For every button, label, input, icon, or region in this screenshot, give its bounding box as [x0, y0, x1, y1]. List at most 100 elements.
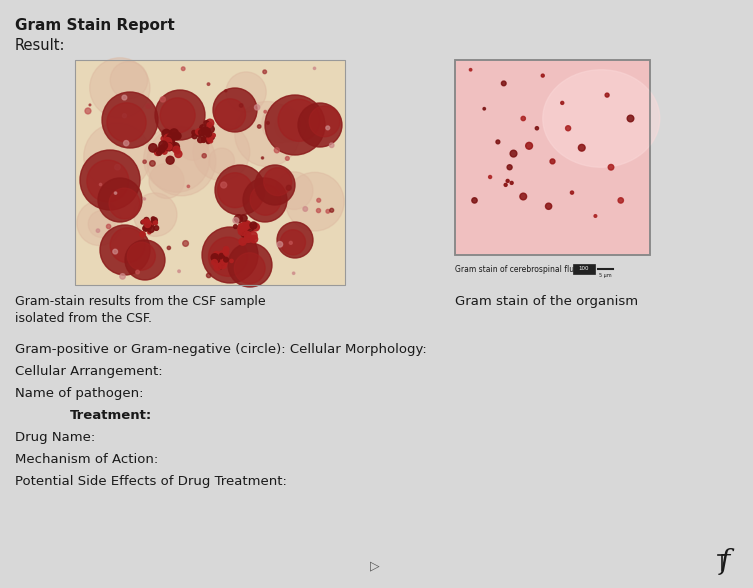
Circle shape [166, 145, 172, 151]
Circle shape [150, 161, 155, 166]
Circle shape [255, 165, 295, 205]
Circle shape [289, 241, 292, 245]
Circle shape [209, 139, 212, 143]
Circle shape [239, 226, 245, 232]
Circle shape [151, 217, 155, 220]
Circle shape [125, 240, 165, 280]
Circle shape [217, 265, 221, 268]
Circle shape [239, 224, 245, 230]
Circle shape [202, 127, 209, 134]
Circle shape [264, 111, 267, 113]
Circle shape [154, 221, 157, 224]
Circle shape [233, 218, 239, 223]
Circle shape [238, 227, 242, 232]
Circle shape [214, 255, 218, 260]
Circle shape [145, 219, 149, 223]
Circle shape [505, 183, 508, 186]
Circle shape [224, 250, 228, 255]
Circle shape [221, 182, 227, 188]
Circle shape [161, 146, 165, 151]
Circle shape [274, 148, 279, 153]
Circle shape [278, 99, 320, 141]
Circle shape [240, 215, 247, 222]
Text: Gram Stain Report: Gram Stain Report [15, 18, 175, 33]
Circle shape [148, 220, 151, 224]
Circle shape [264, 168, 291, 196]
Circle shape [206, 133, 209, 137]
Circle shape [197, 137, 203, 143]
Text: Treatment:: Treatment: [70, 409, 152, 422]
Circle shape [165, 142, 173, 151]
Circle shape [146, 224, 151, 229]
Circle shape [510, 150, 517, 157]
Circle shape [164, 145, 169, 149]
Circle shape [143, 160, 146, 163]
Circle shape [218, 173, 252, 208]
Circle shape [207, 83, 210, 85]
Circle shape [90, 58, 150, 118]
Circle shape [317, 198, 321, 202]
Text: Drug Name:: Drug Name: [15, 431, 95, 444]
Circle shape [561, 101, 564, 105]
Circle shape [212, 133, 215, 137]
Circle shape [285, 156, 289, 161]
Circle shape [145, 223, 149, 228]
Circle shape [215, 165, 265, 215]
Circle shape [618, 198, 623, 203]
Circle shape [608, 165, 614, 170]
Circle shape [166, 143, 171, 148]
Circle shape [181, 67, 185, 71]
Circle shape [166, 156, 174, 164]
Circle shape [114, 192, 117, 194]
Circle shape [265, 95, 325, 155]
Circle shape [483, 108, 486, 110]
Circle shape [80, 150, 140, 210]
Circle shape [329, 143, 334, 148]
Circle shape [143, 226, 148, 230]
Text: Cellular Arrangement:: Cellular Arrangement: [15, 365, 163, 378]
Circle shape [204, 121, 209, 125]
Circle shape [241, 223, 248, 230]
Circle shape [571, 191, 574, 194]
Circle shape [110, 228, 145, 263]
Circle shape [123, 113, 127, 118]
Circle shape [255, 105, 260, 110]
Circle shape [173, 146, 180, 153]
Circle shape [162, 129, 170, 138]
Text: Gram-stain results from the CSF sample
isolated from the CSF.: Gram-stain results from the CSF sample i… [15, 295, 266, 325]
Circle shape [203, 138, 208, 141]
Circle shape [77, 201, 122, 246]
Circle shape [326, 126, 330, 130]
Circle shape [241, 232, 245, 235]
Circle shape [160, 98, 195, 133]
Circle shape [178, 270, 181, 272]
Circle shape [506, 179, 509, 182]
Circle shape [207, 125, 215, 133]
Circle shape [174, 132, 181, 139]
Circle shape [203, 132, 209, 138]
Circle shape [164, 134, 172, 142]
Circle shape [594, 215, 597, 218]
Circle shape [275, 110, 306, 142]
Circle shape [114, 165, 120, 170]
Circle shape [550, 159, 555, 164]
Circle shape [239, 224, 242, 228]
Circle shape [144, 126, 210, 192]
Circle shape [202, 227, 258, 283]
Circle shape [100, 225, 150, 275]
Circle shape [205, 127, 209, 131]
Circle shape [202, 153, 206, 158]
Circle shape [202, 136, 206, 141]
Circle shape [196, 129, 203, 136]
Circle shape [157, 151, 162, 155]
Circle shape [84, 123, 151, 190]
Circle shape [110, 61, 148, 99]
Circle shape [541, 74, 544, 77]
Circle shape [148, 231, 151, 234]
Circle shape [167, 133, 175, 142]
Circle shape [183, 240, 188, 246]
Circle shape [243, 178, 287, 222]
Circle shape [205, 128, 210, 133]
Circle shape [214, 252, 220, 258]
Circle shape [120, 273, 125, 279]
